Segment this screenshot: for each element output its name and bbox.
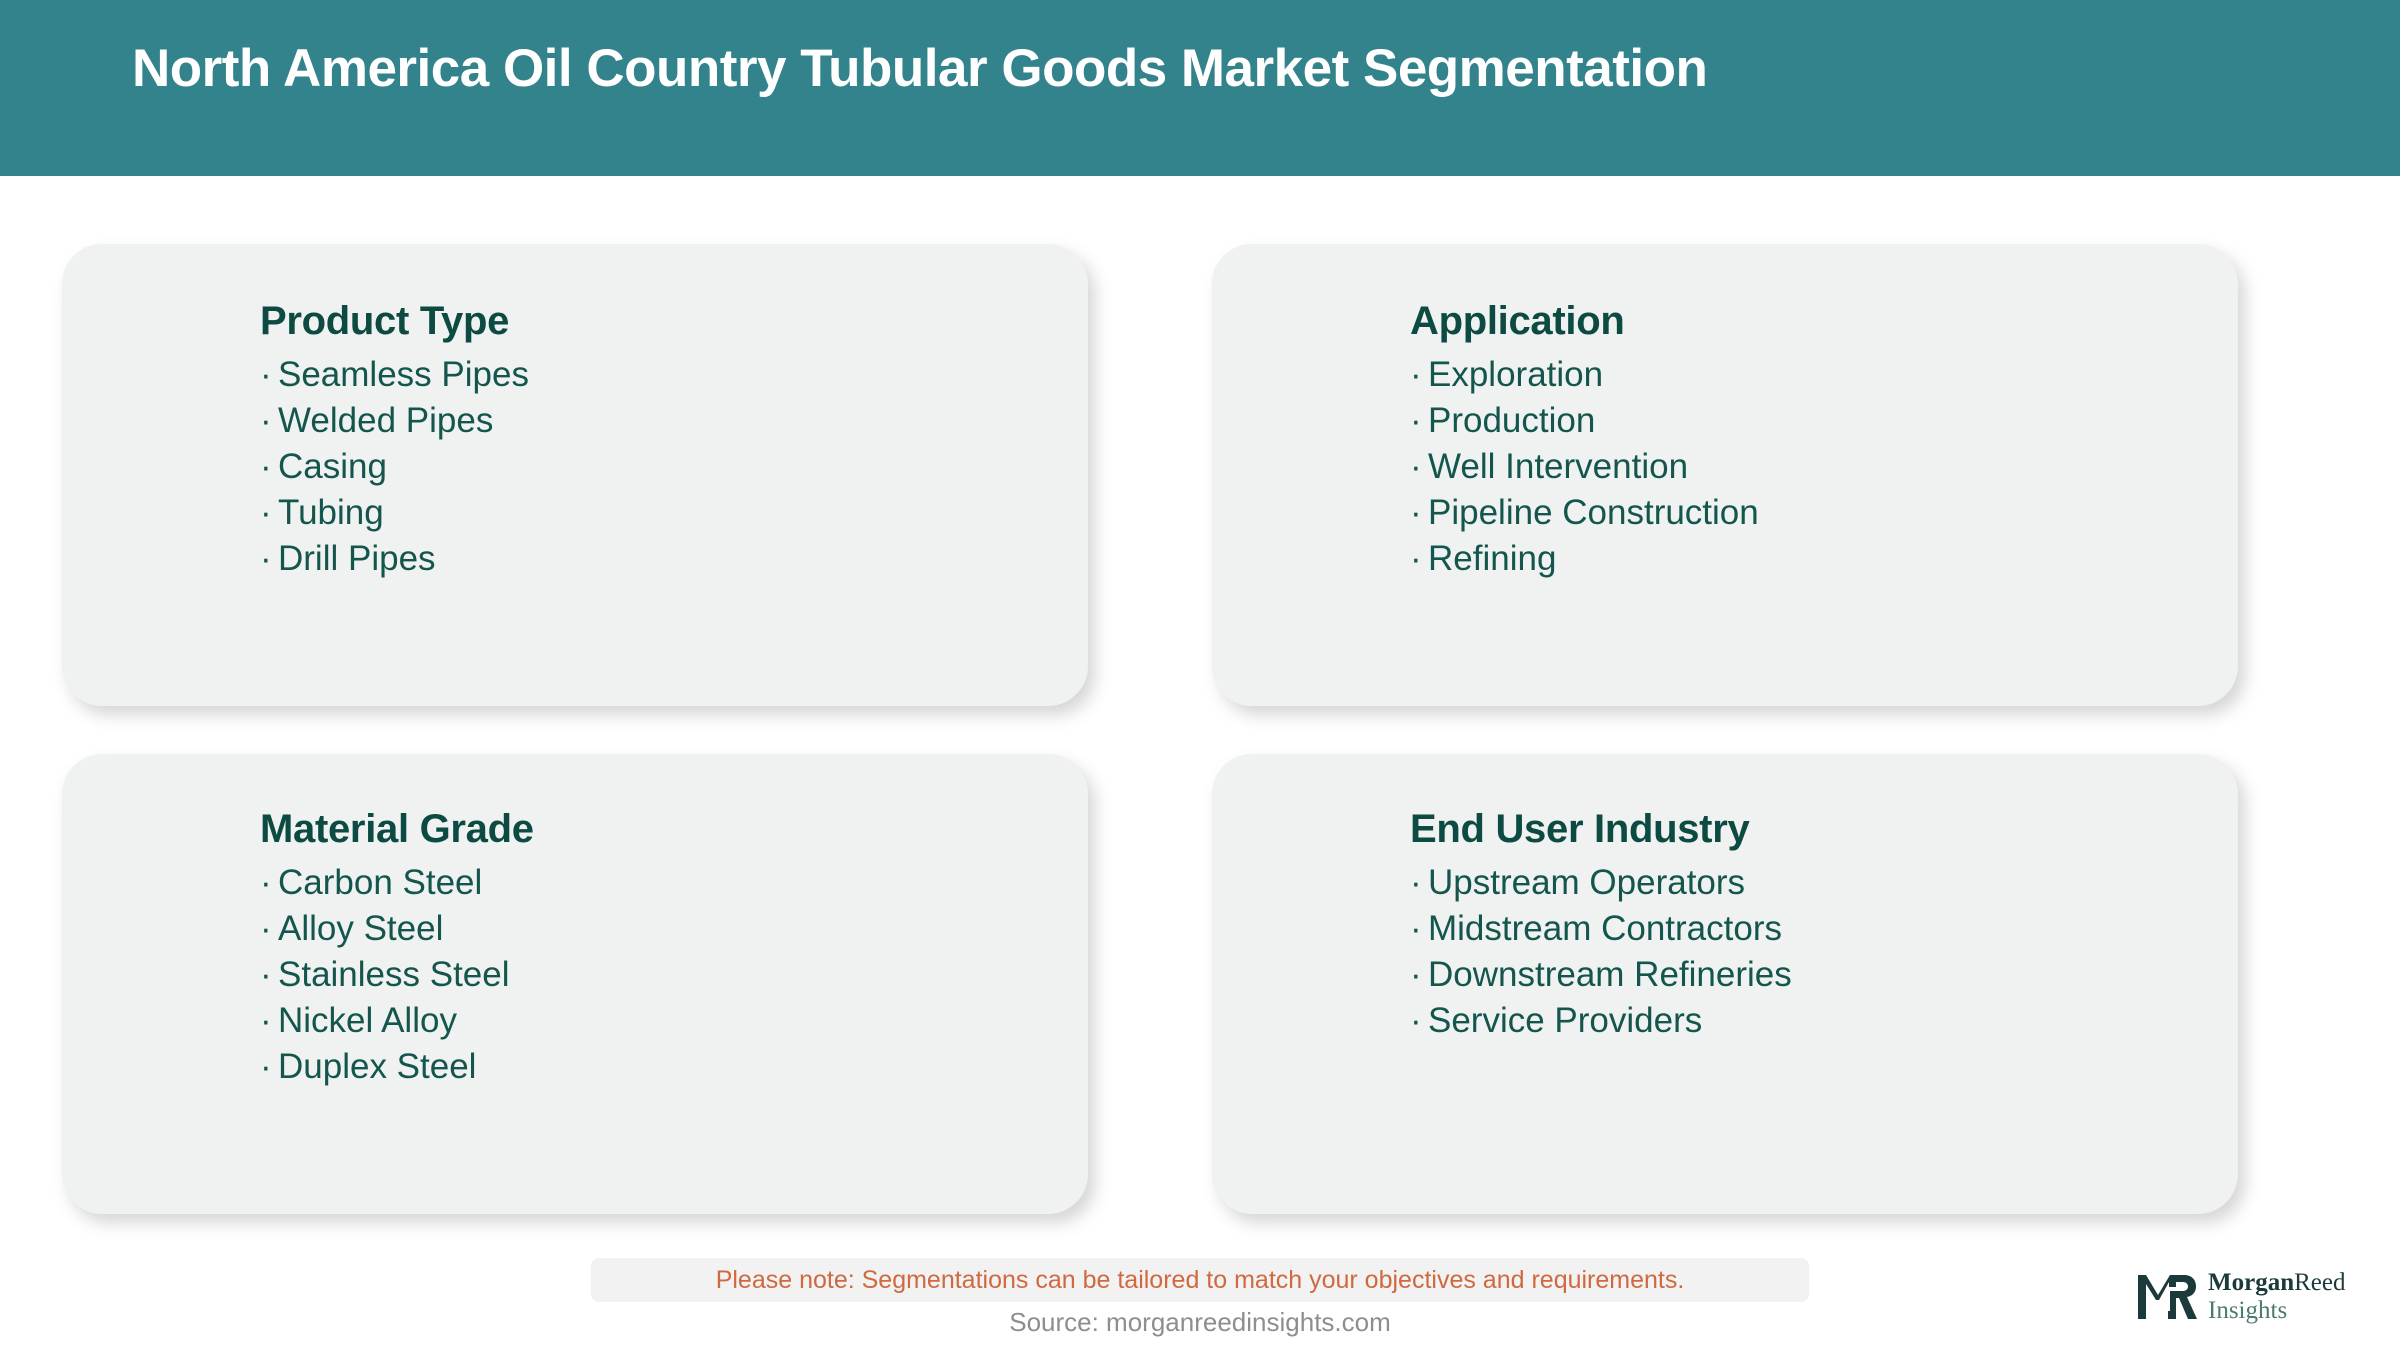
list-item-label: Well Intervention (1428, 447, 1689, 486)
list-item-label: Duplex Steel (278, 1047, 477, 1086)
segmentation-card-product-type: Product Type · Seamless Pipes · Welded Pip… (62, 244, 1088, 706)
tailoring-note-text: Please note: Segmentations can be tailor… (715, 1265, 1685, 1294)
morgan-reed-insights-logo: MorganReed Insights (2136, 1269, 2366, 1331)
bullet-icon: · (260, 539, 272, 578)
list-item-label: Refining (1428, 539, 1557, 578)
segmentation-card-end-user-industry: End User Industry · Upstream Operators · M… (1212, 754, 2238, 1214)
segmentation-card-application: Application · Exploration · Production · We… (1212, 244, 2238, 706)
list-item: · Drill Pipes (260, 536, 1048, 582)
card-content: Material Grade · Carbon Steel · Alloy Stee… (260, 804, 1048, 1090)
bullet-icon: · (260, 355, 272, 394)
bullet-icon: · (260, 955, 272, 994)
list-item-label: Nickel Alloy (278, 1001, 457, 1040)
list-item-label: Alloy Steel (278, 909, 444, 948)
bullet-icon: · (1410, 447, 1422, 486)
bullet-icon: · (1410, 493, 1422, 532)
list-item-label: Service Providers (1428, 1001, 1703, 1040)
card-content: Application · Exploration · Production · We… (1410, 296, 2198, 582)
list-item: · Upstream Operators (1410, 860, 2198, 906)
list-item: · Casing (260, 444, 1048, 490)
bullet-icon: · (1410, 401, 1422, 440)
card-content: End User Industry · Upstream Operators · M… (1410, 804, 2198, 1044)
list-item: · Alloy Steel (260, 906, 1048, 952)
list-item-label: Exploration (1428, 355, 1604, 394)
list-item: · Midstream Contractors (1410, 906, 2198, 952)
list-item-label: Welded Pipes (278, 401, 494, 440)
list-item: · Downstream Refineries (1410, 952, 2198, 998)
logo-reed: Reed (2294, 1269, 2346, 1296)
bullet-icon: · (260, 447, 272, 486)
list-item: · Carbon Steel (260, 860, 1048, 906)
bullet-icon: · (260, 863, 272, 902)
list-item-label: Upstream Operators (1428, 863, 1746, 902)
list-item-label: Production (1428, 401, 1596, 440)
tailoring-note-box: Please note: Segmentations can be tailor… (591, 1258, 1809, 1302)
list-item-label: Stainless Steel (278, 955, 510, 994)
list-item: · Service Providers (1410, 998, 2198, 1044)
segmentation-card-material-grade: Material Grade · Carbon Steel · Alloy Stee… (62, 754, 1088, 1214)
list-item: · Welded Pipes (260, 398, 1048, 444)
bullet-icon: · (1410, 909, 1422, 948)
card-heading: Product Type (260, 299, 510, 343)
card-heading: Material Grade (260, 807, 534, 851)
mr-monogram-icon (2138, 1275, 2197, 1319)
page-title: North America Oil Country Tubular Goods … (132, 39, 1708, 98)
list-item-label: Seamless Pipes (278, 355, 529, 394)
bullet-icon: · (260, 401, 272, 440)
list-item-label: Carbon Steel (278, 863, 483, 902)
bullet-icon: · (1410, 539, 1422, 578)
logo-company-name: MorganReed (2208, 1269, 2345, 1297)
card-item-list: · Exploration · Production · Well Intervent… (1410, 352, 2198, 582)
list-item: · Nickel Alloy (260, 998, 1048, 1044)
list-item-label: Tubing (278, 493, 384, 532)
logo-tagline: Insights (2208, 1297, 2288, 1324)
list-item: · Duplex Steel (260, 1044, 1048, 1090)
list-item: · Pipeline Construction (1410, 490, 2198, 536)
list-item-label: Pipeline Construction (1428, 493, 1759, 532)
list-item-label: Downstream Refineries (1428, 955, 1792, 994)
list-item: · Production (1410, 398, 2198, 444)
source-attribution: Source: morganreedinsights.com (1009, 1307, 1391, 1337)
bullet-icon: · (260, 493, 272, 532)
list-item: · Tubing (260, 490, 1048, 536)
list-item-label: Midstream Contractors (1428, 909, 1782, 948)
list-item-label: Drill Pipes (278, 539, 436, 578)
list-item: · Refining (1410, 536, 2198, 582)
bullet-icon: · (1410, 355, 1422, 394)
card-item-list: · Upstream Operators · Midstream Contracto… (1410, 860, 2198, 1044)
logo-morgan: Morgan (2208, 1269, 2295, 1296)
list-item: · Seamless Pipes (260, 352, 1048, 398)
bullet-icon: · (260, 1047, 272, 1086)
card-heading: Application (1410, 299, 1625, 343)
segmentation-card-grid: Product Type · Seamless Pipes · Welded Pip… (0, 176, 2400, 1236)
card-item-list: · Seamless Pipes · Welded Pipes · Casing · T… (260, 352, 1048, 582)
header-banner: North America Oil Country Tubular Goods … (0, 0, 2400, 176)
list-item-label: Casing (278, 447, 387, 486)
list-item: · Stainless Steel (260, 952, 1048, 998)
bullet-icon: · (1410, 955, 1422, 994)
logo-wordmark: MorganReed Insights (2208, 1269, 2345, 1325)
card-content: Product Type · Seamless Pipes · Welded Pip… (260, 296, 1048, 582)
list-item: · Well Intervention (1410, 444, 2198, 490)
bullet-icon: · (1410, 863, 1422, 902)
bullet-icon: · (260, 1001, 272, 1040)
list-item: · Exploration (1410, 352, 2198, 398)
card-item-list: · Carbon Steel · Alloy Steel · Stainless St… (260, 860, 1048, 1090)
bullet-icon: · (260, 909, 272, 948)
bullet-icon: · (1410, 1001, 1422, 1040)
card-heading: End User Industry (1410, 807, 1750, 851)
